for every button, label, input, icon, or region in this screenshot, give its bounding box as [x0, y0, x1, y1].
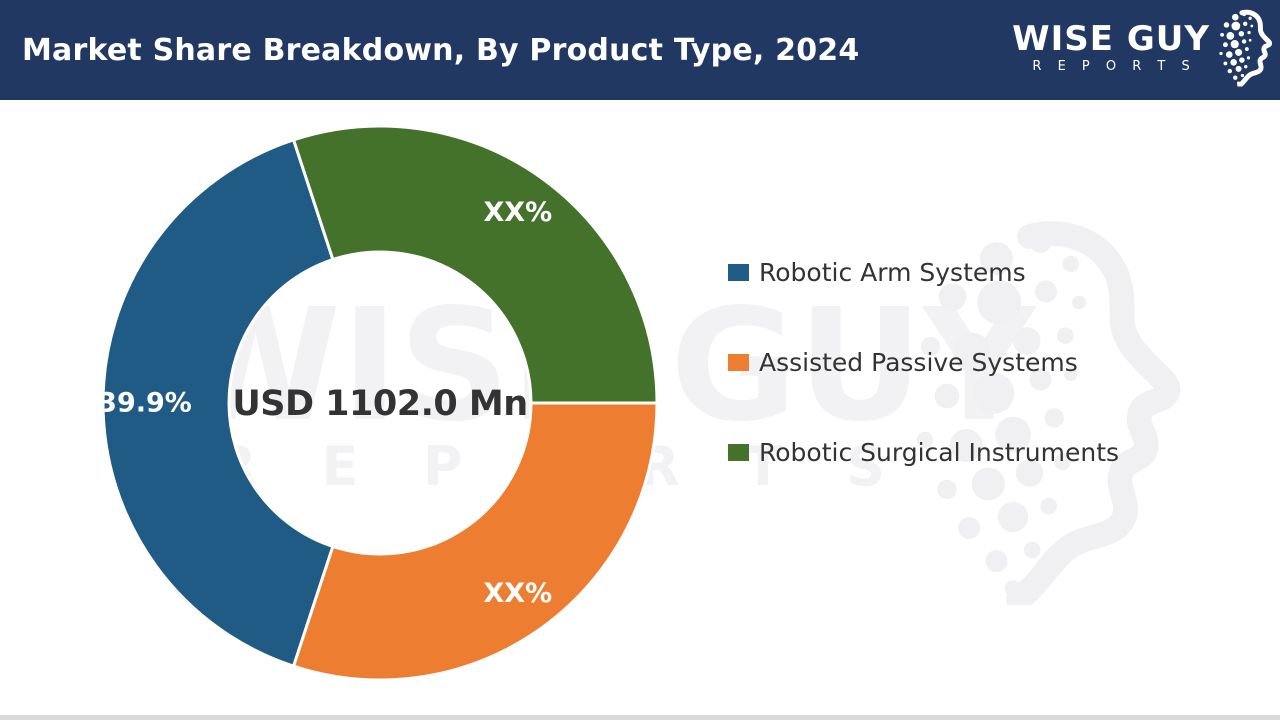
legend-swatch-orange: [728, 354, 749, 371]
logo-tagline: R E P O R T S: [1032, 59, 1196, 75]
legend-swatch-blue: [728, 264, 749, 281]
donut-slice-2: [292, 124, 659, 405]
legend-item-assisted-passive-systems: Assisted Passive Systems: [728, 348, 1078, 377]
legend-item-robotic-arm-systems: Robotic Arm Systems: [728, 258, 1026, 287]
legend-label: Robotic Surgical Instruments: [759, 438, 1120, 467]
logo-name: WISE GUY: [1012, 18, 1210, 59]
slice-value-label-0: 39.9%: [98, 388, 192, 419]
donut-slice-1: [292, 401, 659, 682]
wise-guy-logo: WISE GUY R E P O R T S: [1012, 6, 1276, 90]
page-title: Market Share Breakdown, By Product Type,…: [22, 32, 860, 68]
legend-swatch-green: [728, 444, 749, 461]
slice-value-label-2: XX%: [483, 197, 552, 228]
chart-center-value: USD 1102.0 Mn: [232, 384, 528, 424]
donut-slice-0: [101, 138, 335, 668]
footer-bar: [0, 715, 1280, 720]
slice-value-label-1: XX%: [483, 578, 552, 609]
legend-label: Robotic Arm Systems: [759, 258, 1026, 287]
legend-item-robotic-surgical-instruments: Robotic Surgical Instruments: [728, 438, 1119, 467]
logo-text: WISE GUY R E P O R T S: [1012, 18, 1210, 75]
logo-head-icon: [1210, 6, 1276, 90]
header: Market Share Breakdown, By Product Type,…: [0, 0, 1280, 100]
legend-label: Assisted Passive Systems: [759, 348, 1078, 377]
